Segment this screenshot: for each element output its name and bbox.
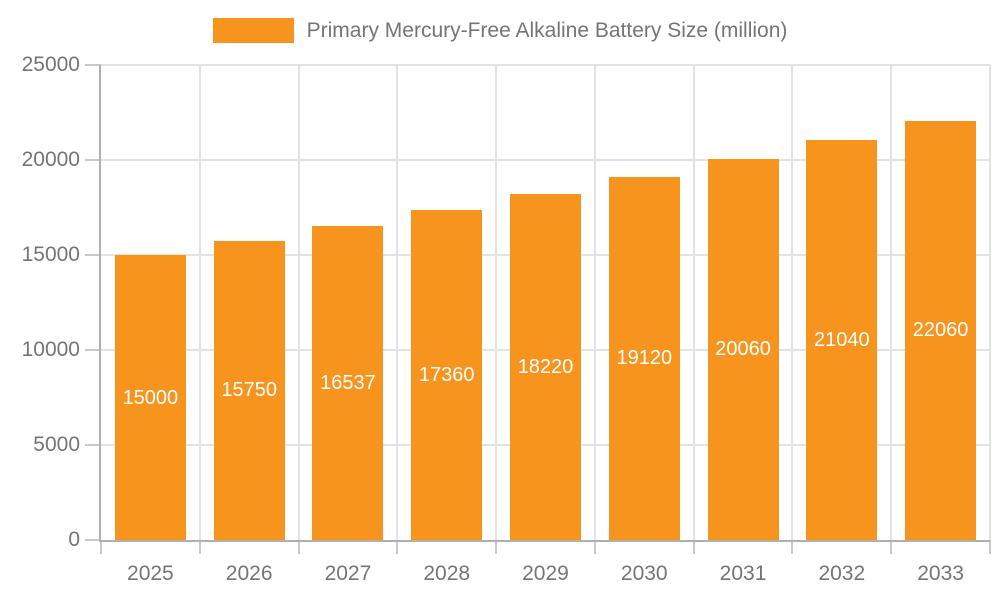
x-axis-category-label: 2033 [917, 562, 964, 585]
bar-value-label: 19120 [616, 347, 673, 370]
x-axis-category-label: 2031 [719, 562, 767, 585]
bar-value-label: 21040 [814, 329, 870, 352]
x-axis-category-label: 2030 [620, 562, 668, 585]
bar[interactable]: 21040 [806, 140, 878, 540]
bar[interactable]: 19120 [608, 176, 680, 540]
x-axis-tick [989, 540, 991, 554]
y-axis-tick-label: 25000 [21, 53, 80, 76]
v-gridline [989, 65, 991, 540]
x-axis-category-label: 2028 [423, 562, 471, 585]
y-axis-tick-label: 20000 [21, 148, 80, 171]
bar-value-label: 15000 [122, 386, 179, 409]
bar-value-label: 18220 [517, 355, 574, 378]
x-axis-tick [297, 540, 300, 554]
bar-value-label: 22060 [912, 319, 969, 342]
y-axis-tick [85, 444, 101, 446]
bar[interactable]: 18220 [510, 193, 581, 540]
x-axis-category-label: 2026 [225, 562, 273, 585]
y-axis-tick [85, 254, 101, 256]
x-axis-tick [198, 540, 201, 554]
bar-value-label: 16537 [320, 371, 376, 394]
x-axis-tick [396, 540, 399, 554]
legend-item[interactable]: Primary Mercury-Free Alkaline Battery Si… [0, 18, 1000, 43]
v-gridline [593, 65, 596, 540]
v-gridline [495, 65, 498, 540]
x-axis-category-label: 2029 [522, 562, 569, 585]
y-axis-line [99, 65, 101, 542]
x-axis-category-label: 2027 [324, 562, 372, 585]
y-axis-tick [85, 349, 101, 351]
v-gridline [297, 65, 300, 540]
y-axis-tick [85, 64, 101, 66]
y-axis-tick-label: 10000 [21, 338, 80, 361]
bar-value-label: 15750 [221, 379, 277, 402]
bar[interactable]: 15750 [213, 240, 285, 540]
x-axis-tick [791, 540, 794, 554]
y-axis-tick [85, 539, 101, 541]
v-gridline [791, 65, 794, 540]
legend-label: Primary Mercury-Free Alkaline Battery Si… [306, 19, 788, 42]
x-axis-tick [495, 540, 498, 554]
x-axis-tick [890, 540, 893, 554]
bar[interactable]: 15000 [114, 255, 186, 540]
legend-swatch [212, 18, 294, 43]
x-axis-line [99, 540, 990, 542]
x-axis-tick [100, 540, 102, 554]
v-gridline [692, 65, 695, 540]
h-gridline [101, 159, 990, 161]
v-gridline [890, 65, 893, 540]
bar-value-label: 20060 [715, 338, 771, 361]
x-axis-category-label: 2025 [127, 562, 174, 585]
y-axis-tick-label: 15000 [21, 243, 80, 266]
h-gridline [101, 64, 990, 66]
y-axis-tick [85, 159, 101, 161]
x-axis-tick [593, 540, 596, 554]
bar-value-label: 17360 [418, 364, 475, 387]
bar[interactable]: 20060 [707, 158, 779, 540]
x-axis-category-label: 2032 [818, 562, 866, 585]
v-gridline [198, 65, 201, 540]
bar[interactable]: 17360 [411, 210, 483, 540]
v-gridline [396, 65, 399, 540]
y-axis-tick-label: 5000 [33, 433, 80, 456]
bar[interactable]: 16537 [312, 225, 384, 540]
bar[interactable]: 22060 [905, 120, 977, 540]
y-axis-tick-label: 0 [68, 528, 80, 551]
x-axis-tick [692, 540, 695, 554]
